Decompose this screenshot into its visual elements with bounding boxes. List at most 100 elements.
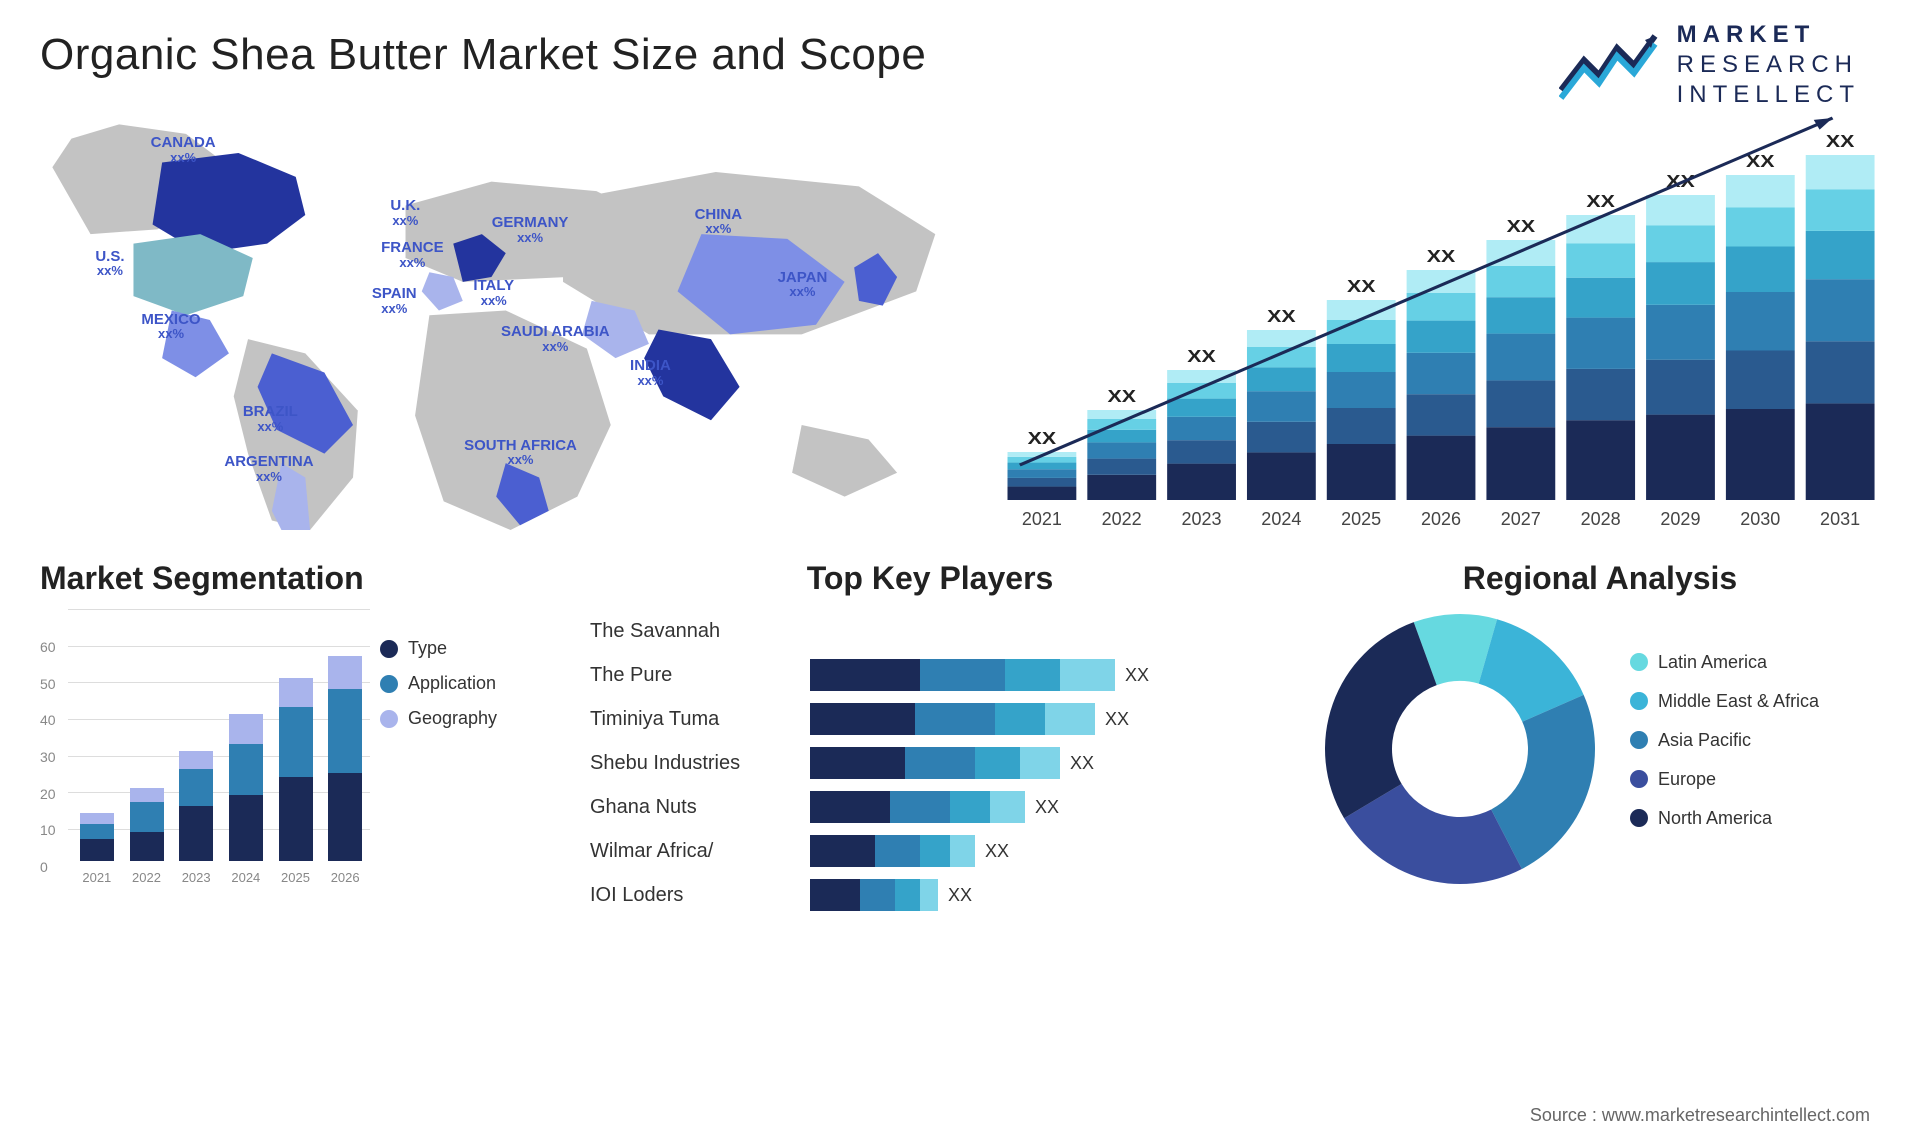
seg-year-label: 2025 [281, 870, 310, 885]
map-label: BRAZILxx% [243, 404, 298, 433]
logo-line1: MARKET [1677, 20, 1860, 50]
logo-line3: INTELLECT [1677, 80, 1860, 110]
map-label: SOUTH AFRICAxx% [464, 438, 577, 467]
map-label: INDIAxx% [630, 358, 671, 387]
map-label: JAPANxx% [778, 270, 828, 299]
growth-year-label: 2028 [1581, 509, 1621, 530]
map-label: FRANCExx% [381, 240, 444, 269]
svg-text:XX: XX [1187, 347, 1216, 367]
player-label: The Pure [590, 653, 790, 697]
map-label: CANADAxx% [151, 135, 216, 164]
svg-text:XX: XX [1507, 217, 1536, 237]
growth-chart: XXXXXXXXXXXXXXXXXXXXXX 20212022202320242… [1002, 110, 1880, 530]
seg-ytick: 10 [40, 822, 56, 838]
player-label: Timiniya Tuma [590, 697, 790, 741]
player-bar-row: XX [810, 785, 1270, 829]
map-label: MEXICOxx% [141, 312, 200, 341]
player-bar-row: XX [810, 697, 1270, 741]
map-label: ITALYxx% [473, 278, 514, 307]
legend-item: Type [380, 638, 540, 659]
player-label: IOI Loders [590, 873, 790, 917]
svg-text:XX: XX [1586, 192, 1615, 212]
key-players-labels: The SavannahThe PureTiminiya TumaShebu I… [590, 609, 790, 917]
growth-year-label: 2023 [1181, 509, 1221, 530]
seg-ytick: 30 [40, 749, 56, 765]
seg-ytick: 50 [40, 676, 56, 692]
growth-chart-svg: XXXXXXXXXXXXXXXXXXXXXX [1002, 110, 1880, 530]
key-players-title: Top Key Players [590, 560, 1270, 597]
growth-year-label: 2027 [1501, 509, 1541, 530]
svg-text:XX: XX [1427, 247, 1456, 267]
player-bar-row: XX [810, 741, 1270, 785]
growth-year-label: 2021 [1022, 509, 1062, 530]
player-value: XX [1035, 797, 1059, 818]
key-players-panel: Top Key Players The SavannahThe PureTimi… [590, 560, 1270, 1086]
regional-legend: Latin AmericaMiddle East & AfricaAsia Pa… [1630, 652, 1880, 847]
player-value: XX [1125, 665, 1149, 686]
player-label: Shebu Industries [590, 741, 790, 785]
seg-bar [80, 813, 114, 861]
svg-text:XX: XX [1267, 307, 1296, 327]
growth-year-label: 2025 [1341, 509, 1381, 530]
player-label: Ghana Nuts [590, 785, 790, 829]
donut-svg [1320, 609, 1600, 889]
player-bar-row [810, 609, 1270, 653]
legend-item: North America [1630, 808, 1880, 829]
world-map: CANADAxx% U.S.xx% MEXICOxx% BRAZILxx% ARGENT… [40, 110, 962, 530]
map-label: U.K.xx% [390, 198, 420, 227]
seg-year-label: 2022 [132, 870, 161, 885]
player-value: XX [948, 885, 972, 906]
seg-year-label: 2023 [182, 870, 211, 885]
seg-ytick: 0 [40, 859, 48, 875]
regional-donut [1320, 609, 1600, 889]
legend-item: Asia Pacific [1630, 730, 1880, 751]
map-label: SAUDI ARABIAxx% [501, 324, 610, 353]
player-label: The Savannah [590, 609, 790, 653]
growth-year-label: 2031 [1820, 509, 1860, 530]
growth-year-label: 2029 [1660, 509, 1700, 530]
seg-bar [179, 751, 213, 861]
player-label: Wilmar Africa/ [590, 829, 790, 873]
regional-title: Regional Analysis [1320, 560, 1880, 597]
svg-text:XX: XX [1347, 277, 1376, 297]
seg-bar [229, 714, 263, 861]
seg-ytick: 60 [40, 639, 56, 655]
growth-year-label: 2022 [1102, 509, 1142, 530]
player-value: XX [1105, 709, 1129, 730]
map-label: SPAINxx% [372, 286, 417, 315]
seg-ytick: 40 [40, 712, 56, 728]
svg-text:XX: XX [1107, 387, 1136, 407]
seg-ytick: 20 [40, 786, 56, 802]
logo-line2: RESEARCH [1677, 50, 1860, 80]
segmentation-title: Market Segmentation [40, 560, 540, 597]
legend-item: Application [380, 673, 540, 694]
brand-logo: MARKET RESEARCH INTELLECT [1559, 20, 1860, 110]
legend-item: Middle East & Africa [1630, 691, 1880, 712]
logo-mark-icon [1559, 30, 1659, 100]
svg-text:XX: XX [1826, 132, 1855, 152]
player-bar-row: XX [810, 653, 1270, 697]
seg-bar [130, 788, 164, 861]
segmentation-legend: Type Application Geography [380, 638, 540, 743]
seg-bar [279, 678, 313, 861]
map-label: CHINAxx% [695, 207, 743, 236]
key-players-bars: XX XX XX XX XX XX [810, 609, 1270, 917]
legend-item: Europe [1630, 769, 1880, 790]
map-label: ARGENTINAxx% [224, 454, 313, 483]
map-label: GERMANYxx% [492, 215, 569, 244]
player-value: XX [985, 841, 1009, 862]
segmentation-panel: Market Segmentation 0 10 20 30 40 50 60 2021 202… [40, 560, 540, 1086]
seg-bar [328, 656, 362, 861]
svg-text:XX: XX [1028, 429, 1057, 449]
player-bar-row: XX [810, 873, 1270, 917]
map-label: U.S.xx% [95, 249, 124, 278]
seg-year-label: 2026 [331, 870, 360, 885]
growth-year-label: 2030 [1740, 509, 1780, 530]
regional-panel: Regional Analysis Latin AmericaMiddle Ea… [1320, 560, 1880, 1086]
legend-item: Geography [380, 708, 540, 729]
seg-year-label: 2021 [82, 870, 111, 885]
growth-year-label: 2026 [1421, 509, 1461, 530]
source-label: Source : www.marketresearchintellect.com [1530, 1105, 1870, 1126]
player-bar-row: XX [810, 829, 1270, 873]
seg-year-label: 2024 [231, 870, 260, 885]
